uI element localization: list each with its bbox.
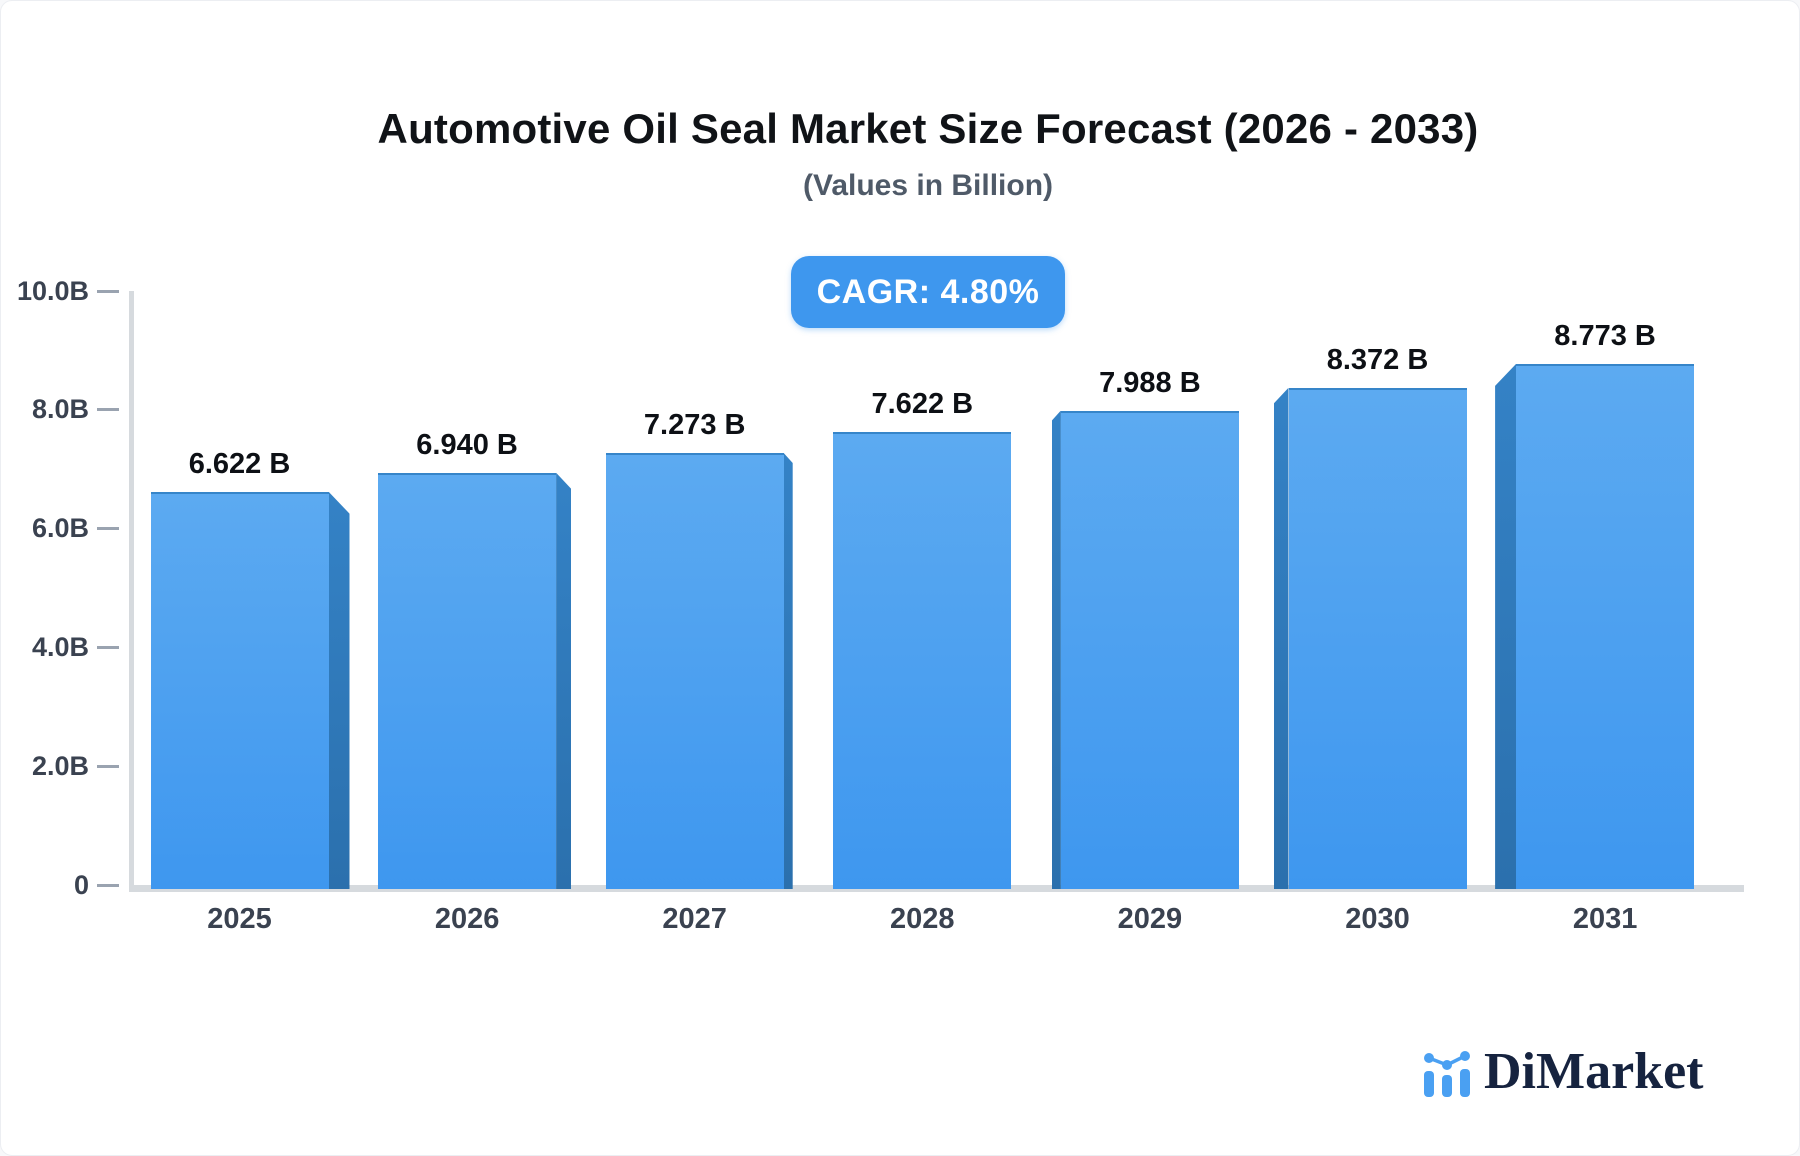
y-axis-tick-label: 2.0B xyxy=(31,750,89,781)
x-axis-label-2026: 2026 xyxy=(434,903,500,935)
x-axis-label-2025: 2025 xyxy=(207,903,272,935)
y-axis-line xyxy=(129,291,134,892)
chart-subtitle: (Values in Billion) xyxy=(802,169,1054,202)
x-axis-label-2029: 2029 xyxy=(1117,903,1183,935)
bar-2031[interactable] xyxy=(1516,363,1695,889)
x-axis-label-2030: 2030 xyxy=(1345,903,1410,935)
y-axis-tick xyxy=(97,527,119,531)
bar-2028[interactable] xyxy=(833,432,1012,889)
y-axis-tick xyxy=(97,883,119,887)
bar-value-label: 8.372 B xyxy=(1326,343,1429,376)
bar-value-label: 8.773 B xyxy=(1554,319,1656,352)
bar-2030[interactable] xyxy=(1288,387,1467,889)
dimarket-logo-text: DiMarket xyxy=(1484,1043,1704,1100)
bar-2026[interactable] xyxy=(378,472,557,889)
bar-2027[interactable] xyxy=(605,452,784,889)
bar-value-label: 7.988 B xyxy=(1099,366,1201,399)
x-axis-label-2027: 2027 xyxy=(662,903,727,935)
bar-side-2027 xyxy=(783,452,793,889)
bar-side-2031 xyxy=(1495,363,1517,889)
y-axis-tick-label: 10.0B xyxy=(16,275,89,306)
cagr-badge-label: CAGR: 4.80% xyxy=(816,272,1040,311)
y-axis-tick-label: 8.0B xyxy=(31,394,89,425)
bar-value-label: 7.273 B xyxy=(643,408,746,441)
y-axis-tick-label: 0 xyxy=(73,869,89,900)
chart-title: Automotive Oil Seal Market Size Forecast… xyxy=(377,105,1479,152)
bar-value-label: 6.940 B xyxy=(416,428,518,461)
y-axis-tick xyxy=(97,645,119,649)
bar-side-2026 xyxy=(556,472,572,889)
x-axis-label-2031: 2031 xyxy=(1572,903,1638,935)
x-axis-label-2028: 2028 xyxy=(890,903,955,935)
dimarket-logo-icon xyxy=(1424,1051,1470,1097)
y-axis-tick xyxy=(97,408,119,412)
bar-2025[interactable] xyxy=(150,491,329,889)
bar-side-2025 xyxy=(328,491,350,889)
y-axis-tick xyxy=(97,289,119,293)
bar-side-2030 xyxy=(1273,387,1289,889)
brand-footer: DiMarket xyxy=(1420,1041,1704,1100)
bar-value-label: 7.622 B xyxy=(871,388,974,421)
bar-2029[interactable] xyxy=(1060,410,1239,889)
y-axis-tick-label: 6.0B xyxy=(31,513,89,544)
y-axis-tick xyxy=(97,764,119,768)
bar-side-2029 xyxy=(1051,410,1061,889)
cagr-badge: CAGR: 4.80% xyxy=(791,256,1065,328)
y-axis-tick-label: 4.0B xyxy=(31,631,89,662)
bar-value-label: 6.622 B xyxy=(188,447,291,480)
